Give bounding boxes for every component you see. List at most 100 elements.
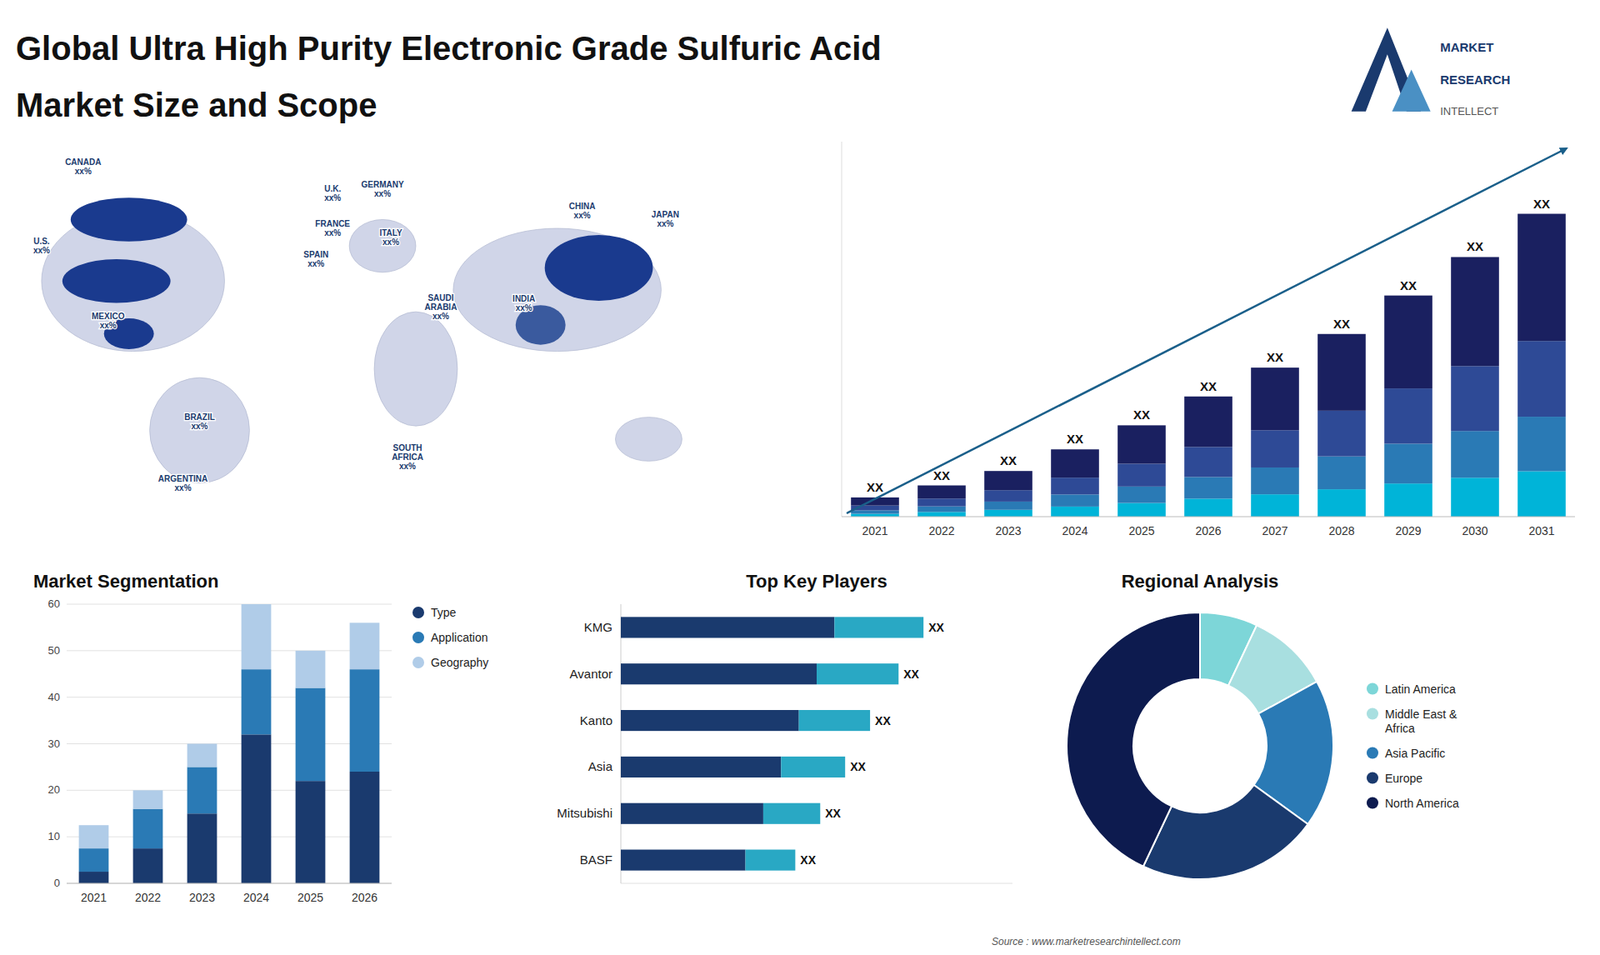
bar-segment [984, 470, 1033, 490]
source-text: Source : www.marketresearchintellect.com [991, 935, 1181, 948]
bar-annotation: XX [1066, 431, 1084, 446]
text-line: xx% [100, 320, 117, 330]
bar-annotation: XX [1400, 278, 1417, 293]
bar-segment [850, 514, 900, 517]
bar-annotation: XX [825, 806, 841, 820]
text-line: xx% [656, 219, 674, 229]
y-tick-label: 40 [48, 690, 60, 704]
country-label: U.S.xx% [33, 236, 50, 255]
bar-segment [1250, 367, 1300, 430]
x-tick-label: 2022 [928, 524, 955, 538]
y-tick-label: Mitsubishi [556, 805, 613, 820]
bar-segment [620, 663, 817, 685]
x-axis-line [841, 516, 1575, 518]
bar-annotation: XX [1200, 379, 1217, 394]
legend-label: Type [430, 605, 457, 620]
x-tick-label: 2031 [1528, 524, 1555, 538]
x-tick-label: 2024 [1061, 524, 1088, 538]
bar-annotation: XX [1333, 316, 1350, 331]
trend-arrow [846, 148, 1567, 514]
y-tick-label: KMG [584, 620, 613, 635]
x-tick-label: 2021 [80, 890, 107, 905]
bar-annotation: XX [866, 480, 884, 495]
y-tick-label: 50 [48, 644, 60, 657]
text-line: CHINA [569, 201, 596, 211]
bar-annotation: XX [903, 667, 920, 681]
text-line: SOUTH [393, 443, 423, 453]
bar-segment [1384, 483, 1433, 517]
x-tick-label: 2023 [189, 890, 215, 905]
text-line: BRAZIL [184, 412, 215, 422]
bar-segment [1517, 214, 1566, 342]
text-line: xx% [399, 461, 416, 471]
x-axis-line [620, 883, 1013, 885]
background [0, 0, 1600, 955]
bar-segment [133, 809, 164, 849]
bar-segment [350, 669, 380, 772]
y-tick-label: 60 [48, 597, 60, 610]
bar-segment [1317, 334, 1366, 411]
x-tick-label: 2025 [297, 890, 324, 905]
text-line: Middle East & [1385, 707, 1458, 721]
legend: TypeApplicationGeography [412, 605, 489, 670]
bar-segment [1117, 503, 1166, 517]
bar-segment [745, 850, 796, 871]
bar-segment [1450, 430, 1500, 478]
bar-segment [350, 622, 380, 670]
continent-australia [615, 417, 683, 462]
text-line: xx% [75, 166, 92, 176]
bar-segment [984, 510, 1033, 517]
continent-africa [374, 311, 458, 426]
text-line: FRANCE [315, 219, 350, 229]
continent-asia [453, 228, 662, 352]
country-label: U.K.xx% [324, 184, 341, 203]
text-line: xx% [324, 228, 341, 238]
bars [620, 616, 924, 870]
text-line: ARGENTINA [158, 474, 208, 484]
continent-south-america [150, 377, 250, 483]
grid-line [66, 790, 392, 791]
text-line: xx% [574, 210, 591, 220]
bar-annotation: XX [875, 714, 891, 728]
bar-segment [1050, 449, 1100, 478]
donut-slice [1143, 785, 1309, 880]
text-line: xx% [432, 311, 450, 321]
bar-segment [816, 663, 899, 685]
bar-segment [763, 803, 820, 825]
bar-segment [620, 850, 746, 871]
bar-segment [1050, 494, 1100, 507]
bar-segment [133, 848, 164, 884]
x-tick-label: 2025 [1128, 524, 1155, 538]
y-tick-label: Asia [588, 759, 614, 774]
infographic: 2021202220232024202520262027202820292030… [0, 0, 1600, 955]
bar-segment [917, 511, 966, 517]
highlight-us [62, 259, 171, 304]
bar-segment [187, 766, 218, 814]
country-label: CHINAxx% [569, 201, 596, 220]
legend-label: Middle East &Africa [1385, 707, 1458, 735]
bar-segment [834, 616, 924, 638]
bar-segment [917, 506, 966, 513]
text-line: ITALY [379, 228, 403, 238]
text-line: JAPAN [651, 210, 680, 220]
x-tick-label: 2028 [1328, 524, 1355, 538]
bar-segment [1050, 506, 1100, 517]
bar-annotation: XX [850, 760, 866, 774]
bar-segment [1250, 430, 1300, 468]
x-tick-label: 2029 [1395, 524, 1421, 538]
grid-line [66, 883, 392, 885]
text-line: xx% [324, 193, 341, 203]
y-tick-label: 10 [48, 830, 60, 843]
bar-segment [917, 498, 966, 506]
bar-segment [187, 813, 218, 884]
donut-slice [1066, 612, 1200, 867]
chart-title: Regional Analysis [1121, 570, 1280, 592]
bar-segment [295, 650, 326, 689]
x-tick-label: 2022 [135, 890, 161, 905]
bar-segment [1117, 463, 1166, 486]
text-line: xx% [515, 303, 533, 313]
legend-label: Europe [1385, 771, 1423, 785]
country-label: BRAZILxx% [184, 412, 215, 431]
y-tick-label: Kanto [580, 713, 613, 728]
bar-segment [1184, 476, 1233, 499]
